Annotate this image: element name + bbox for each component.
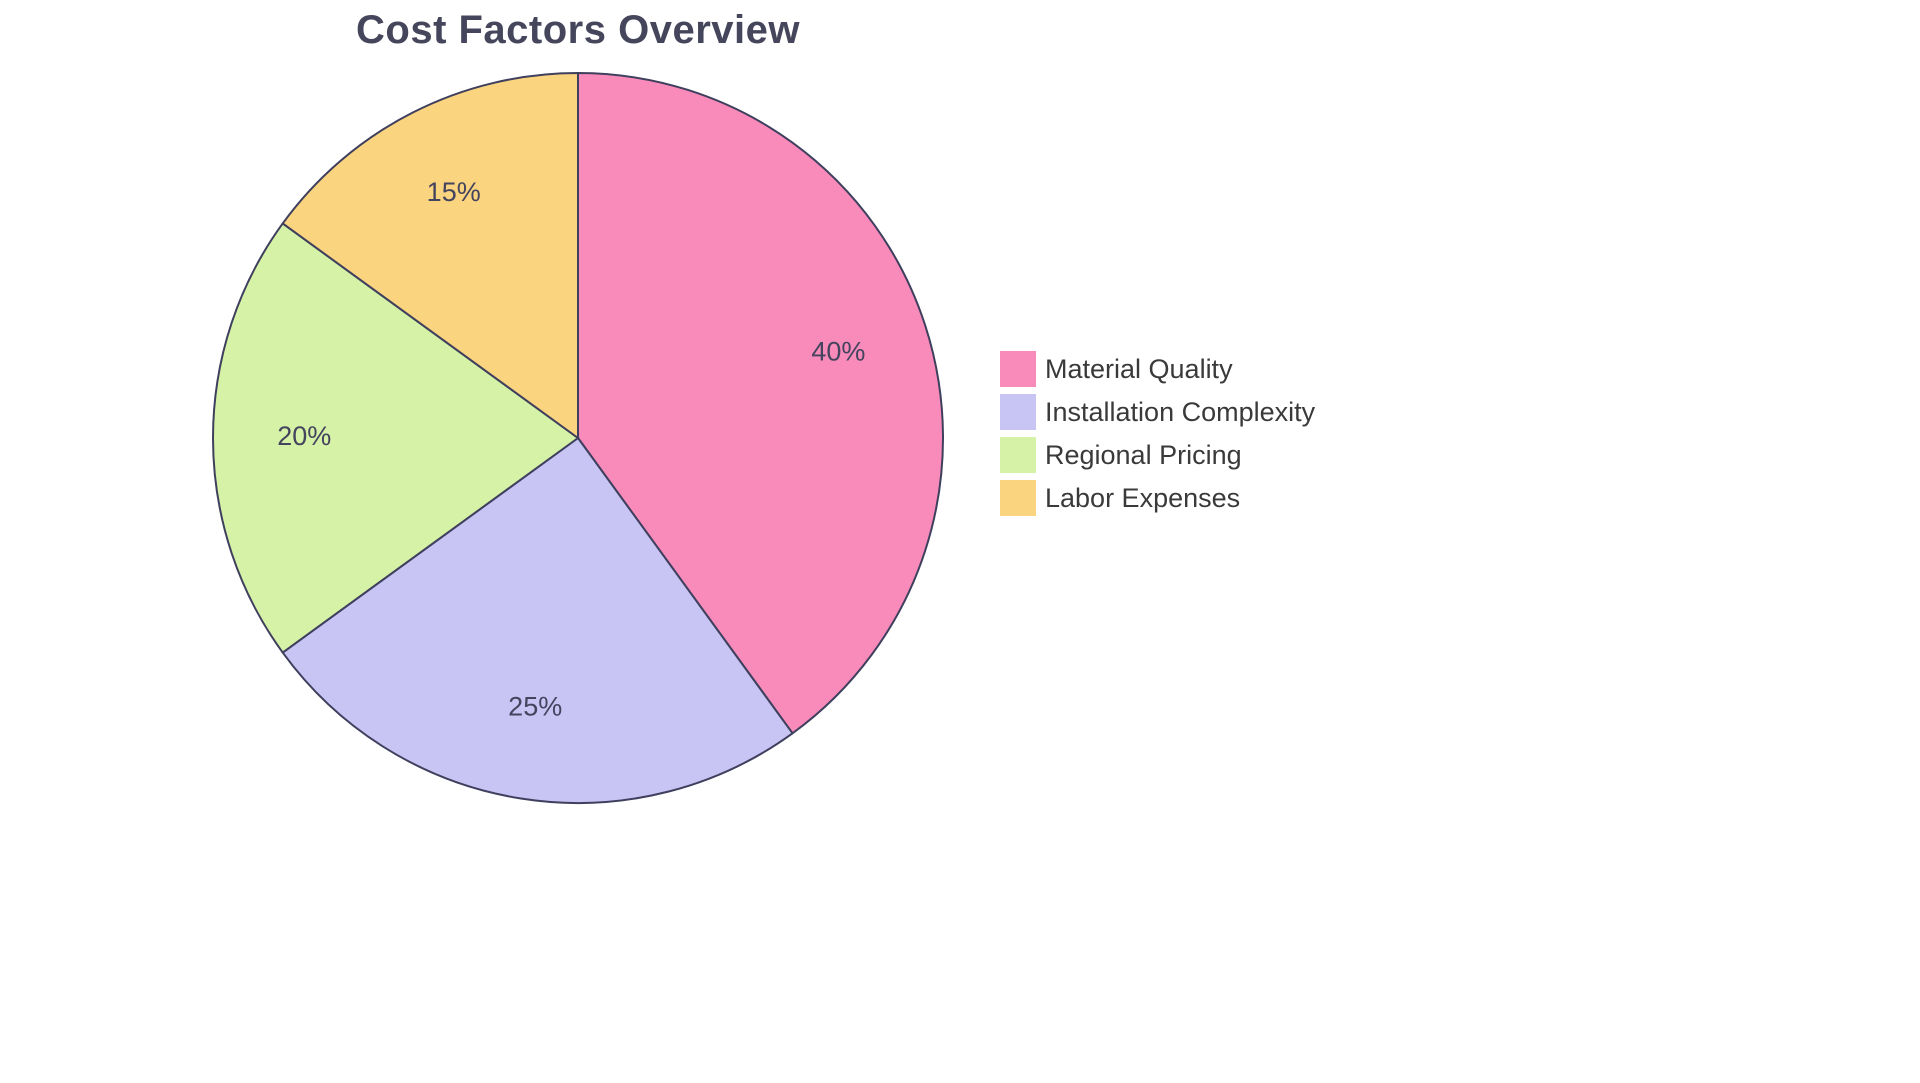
legend: Material Quality Installation Complexity R… [1000,351,1315,523]
pie-slice-labor-expenses[interactable] [281,72,579,439]
pie-slice-regional-pricing[interactable] [212,222,579,654]
legend-swatch-labor-expenses [1000,480,1036,516]
legend-swatch-installation-complexity [1000,394,1036,430]
legend-label: Installation Complexity [1045,396,1316,427]
legend-item-regional-pricing[interactable]: Regional Pricing [1000,437,1315,473]
legend-item-installation-complexity[interactable]: Installation Complexity [1000,394,1315,430]
chart-title: Cost Factors Overview [356,8,800,52]
legend-item-material-quality[interactable]: Material Quality [1000,351,1315,387]
legend-label: Material Quality [1045,353,1233,384]
legend-swatch-regional-pricing [1000,437,1036,473]
pie-slice-installation-complexity[interactable] [281,437,794,804]
slice-value-label-regional-pricing: 20% [277,421,331,451]
legend-swatch-material-quality [1000,351,1036,387]
pie-slice-material-quality[interactable] [577,72,944,735]
legend-label: Regional Pricing [1045,439,1242,470]
legend-item-labor-expenses[interactable]: Labor Expenses [1000,480,1315,516]
legend-label: Labor Expenses [1045,482,1241,513]
slice-value-label-material-quality: 40% [811,337,865,367]
slice-value-label-labor-expenses: 15% [427,177,481,207]
slice-value-label-installation-complexity: 25% [508,692,562,722]
